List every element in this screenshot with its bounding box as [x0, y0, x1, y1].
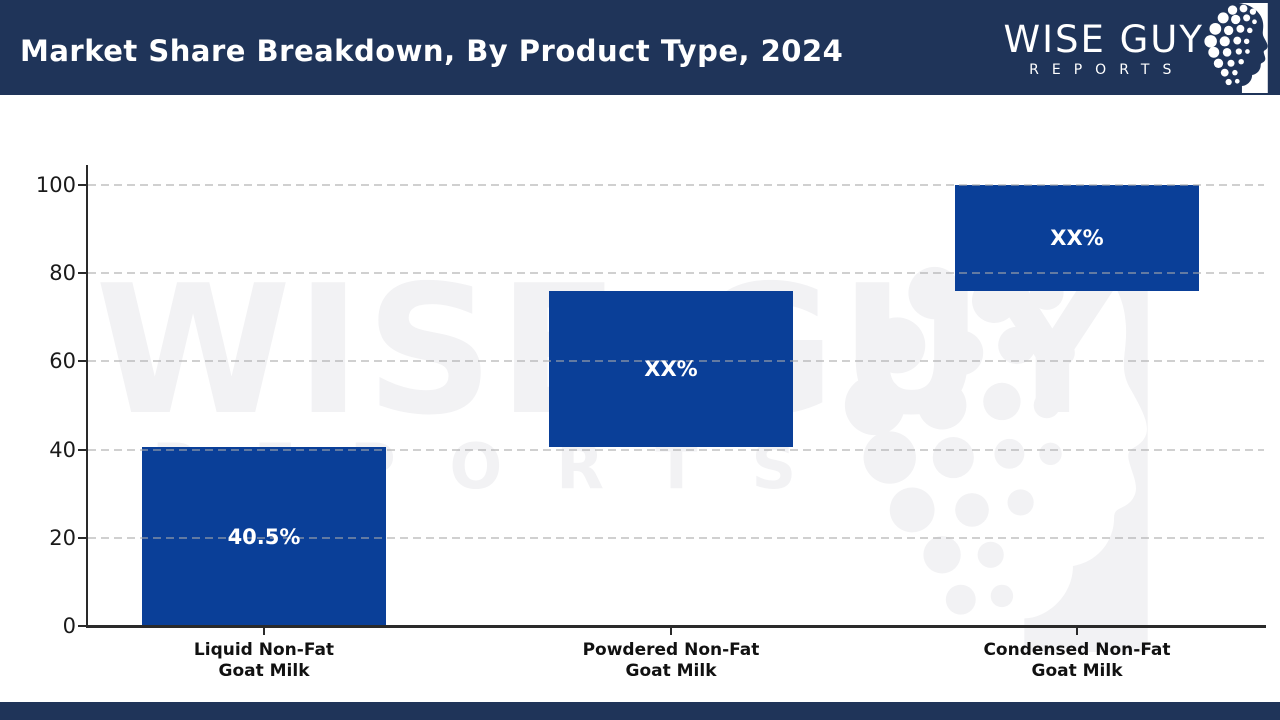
y-tick-mark — [78, 184, 86, 186]
y-tick-label: 0 — [62, 614, 76, 638]
bar-value-label: 40.5% — [227, 524, 301, 549]
y-tick-mark — [78, 536, 86, 539]
y-tick-mark — [78, 272, 86, 275]
y-tick-label: 100 — [35, 173, 76, 197]
bar-value-label: XX% — [1050, 225, 1104, 250]
x-category-label: Powdered Non-Fat Goat Milk — [582, 640, 760, 681]
y-tick-label: 40 — [49, 437, 76, 462]
y-tick-mark — [78, 625, 86, 627]
bar-segment — [549, 290, 793, 448]
x-tick-mark — [1076, 627, 1078, 635]
y-tick-mark — [78, 448, 86, 451]
x-category-label: Condensed Non-Fat Goat Milk — [983, 640, 1171, 681]
brand-head-icon — [1204, 3, 1268, 93]
footer-bar — [0, 702, 1280, 720]
x-tick-mark — [263, 627, 265, 635]
brand-subname: REPORTS — [1029, 62, 1185, 78]
x-axis-line — [86, 625, 1266, 628]
gridline-80 — [88, 272, 1264, 275]
bar-segment — [142, 447, 386, 626]
header-bar: Market Share Breakdown, By Product Type,… — [0, 0, 1280, 95]
y-tick-label: 20 — [49, 525, 76, 550]
y-axis-line — [86, 165, 88, 628]
x-tick-mark — [670, 627, 672, 635]
gridline-60 — [88, 360, 1264, 363]
gridline-40 — [88, 448, 1264, 451]
brand-name: WISE GUY — [1003, 18, 1204, 61]
gridline-100 — [88, 184, 1264, 186]
gridline-20 — [88, 536, 1264, 539]
bar-value-label: XX% — [644, 357, 698, 382]
y-tick-mark — [78, 360, 86, 363]
y-tick-label: 60 — [49, 349, 76, 374]
chart-title: Market Share Breakdown, By Product Type,… — [20, 34, 844, 68]
brand-logo: WISE GUY REPORTS — [1004, 3, 1272, 93]
y-tick-label: 80 — [49, 261, 76, 286]
brand-logo-text: WISE GUY REPORTS — [1004, 18, 1204, 78]
x-category-label: Liquid Non-Fat Goat Milk — [193, 640, 335, 681]
